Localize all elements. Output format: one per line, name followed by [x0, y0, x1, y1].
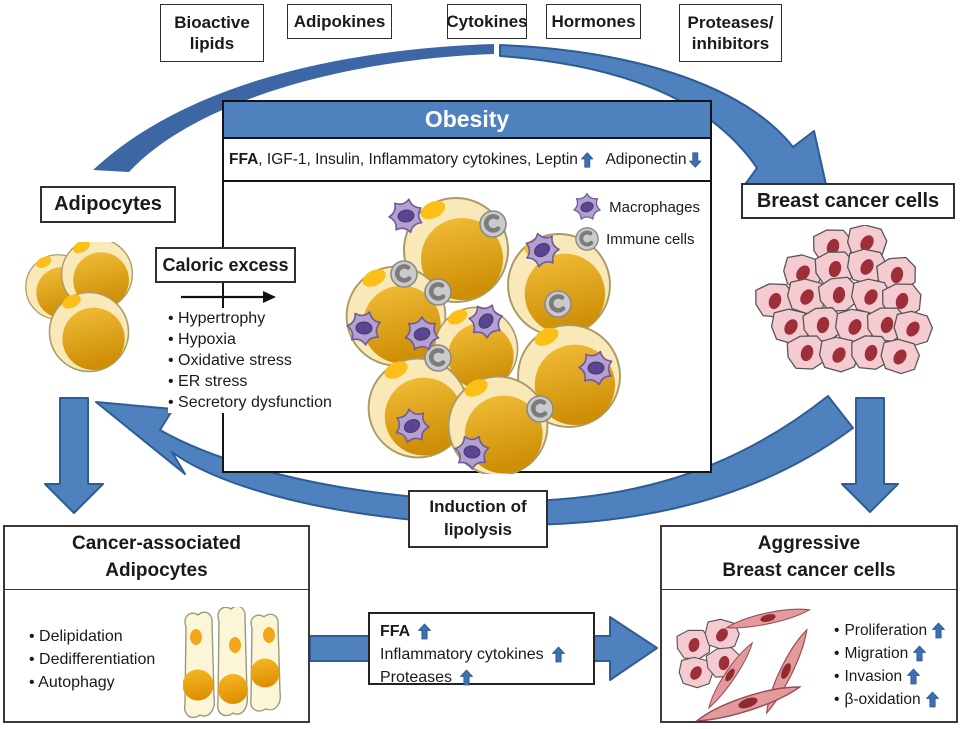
caa-cell [217, 607, 248, 717]
list-item: Invasion [834, 665, 945, 688]
secreted-factors-box: FFA Inflammatory cytokines Proteases [368, 612, 595, 686]
header-box-adipokines: Adipokines [287, 4, 392, 39]
caa-cell [183, 611, 215, 719]
factor-line-cytokines: Inflammatory cytokines [380, 643, 583, 666]
breast-cancer-cells-illustration [753, 225, 935, 377]
up-arrow-icon [925, 691, 939, 708]
normal-adipocytes-illustration [25, 242, 134, 373]
caa-features-list: Delipidation Dedifferentiation Autophagy [29, 625, 155, 694]
induction-of-lipolysis-box: Induction of lipolysis [408, 490, 548, 548]
list-item-label: ER stress [178, 373, 248, 390]
list-item: Hypertrophy [168, 308, 340, 329]
factor-line-proteases: Proteases [380, 666, 583, 689]
caa-cells-illustration [183, 607, 281, 719]
list-item-label: Invasion [844, 668, 903, 685]
arrow-obesity-to-adipocytes [93, 44, 494, 172]
mediators-ffa: FFA [229, 150, 259, 168]
macrophage-icon [573, 192, 601, 220]
list-item: Proliferation [834, 619, 946, 642]
caa-title: Cancer-associated Adipocytes [5, 527, 308, 590]
list-item-label: Delipidation [39, 628, 123, 645]
up-arrow-icon [907, 668, 921, 685]
cancer-associated-adipocytes-box: Cancer-associated Adipocytes Delipidatio… [3, 525, 310, 723]
caloric-excess-box: Caloric excess [155, 247, 296, 283]
list-item-label: Hypoxia [178, 331, 236, 348]
cancer-cell-cluster [753, 225, 935, 377]
header-box-bioactive-lipids: Bioactive lipids [160, 4, 264, 62]
aggressive-title: Aggressive Breast cancer cells [662, 527, 956, 590]
list-item-label: Dedifferentiation [39, 651, 156, 668]
list-item-label: Autophagy [38, 674, 115, 691]
arrow-induction-of-lipolysis [95, 395, 854, 526]
legend-immune-cells-label: Immune cells [606, 230, 695, 248]
mediators-list: , IGF-1, Insulin, Inflammatory cytokines… [258, 150, 578, 168]
list-item: Migration [834, 642, 945, 665]
aggressive-breast-cancer-box: Aggressive Breast cancer cells Prolifera… [660, 525, 958, 723]
list-item-label: Hypertrophy [178, 310, 266, 327]
legend-macrophages-label: Macrophages [609, 198, 700, 216]
up-arrow-icon [913, 645, 927, 662]
legend: Macrophages Immune cells [572, 192, 700, 251]
list-item: Secretory dysfunction [168, 392, 340, 413]
list-item-label: Oxidative stress [178, 352, 292, 369]
list-item-label: Proliferation [844, 622, 928, 639]
aggressive-features-list: Proliferation Migration Invasion β-oxida… [834, 619, 946, 711]
up-arrow-icon [932, 622, 946, 639]
arrow-breast-cancer-to-aggressive [841, 397, 899, 513]
header-box-proteases-inhibitors: Proteases/ inhibitors [679, 4, 782, 62]
arrow-adipocytes-to-caa [44, 397, 104, 514]
aggressive-cells-illustration [675, 606, 816, 721]
factor-label: Proteases [380, 668, 453, 686]
list-item: ER stress [168, 371, 340, 392]
up-arrow-icon [460, 669, 473, 686]
obesity-mediators-row: FFA, IGF-1, Insulin, Inflammatory cytoki… [224, 139, 710, 182]
legend-row-immune-cells: Immune cells [572, 227, 700, 251]
header-box-hormones: Hormones [546, 4, 641, 39]
list-item: Oxidative stress [168, 350, 340, 371]
list-item-label: β-oxidation [844, 691, 921, 708]
adipocytes-label: Adipocytes [40, 186, 176, 223]
factor-label: FFA [380, 622, 411, 640]
immune-cell-icon [575, 227, 600, 251]
breast-cancer-cells-label: Breast cancer cells [741, 183, 955, 219]
list-item: Dedifferentiation [29, 648, 155, 671]
obesity-panel: Obesity FFA, IGF-1, Insulin, Inflammator… [222, 100, 712, 474]
header-box-cytokines: Cytokines [446, 4, 528, 39]
list-item: Hypoxia [168, 329, 340, 350]
adipose-tissue-illustration: Macrophages Immune cells [224, 182, 710, 474]
up-arrow-icon [580, 151, 594, 168]
up-arrow-icon [551, 646, 565, 663]
caloric-effects-list: Hypertrophy Hypoxia Oxidative stress ER … [168, 308, 340, 413]
mediators-adiponectin: Adiponectin [605, 150, 687, 168]
list-item: β-oxidation [834, 688, 945, 711]
down-arrow-icon [689, 151, 702, 168]
caloric-excess-arrow [181, 291, 276, 303]
list-item-label: Secretory dysfunction [178, 394, 332, 411]
list-item-label: Migration [844, 645, 909, 662]
legend-row-macrophages: Macrophages [572, 192, 700, 222]
caa-cell [250, 613, 281, 712]
list-item: Delipidation [29, 625, 155, 648]
factor-label: Inflammatory cytokines [380, 645, 544, 663]
obesity-title: Obesity [224, 102, 710, 139]
up-arrow-icon [418, 623, 432, 640]
factor-line-ffa: FFA [380, 620, 583, 643]
list-item: Autophagy [29, 671, 155, 694]
